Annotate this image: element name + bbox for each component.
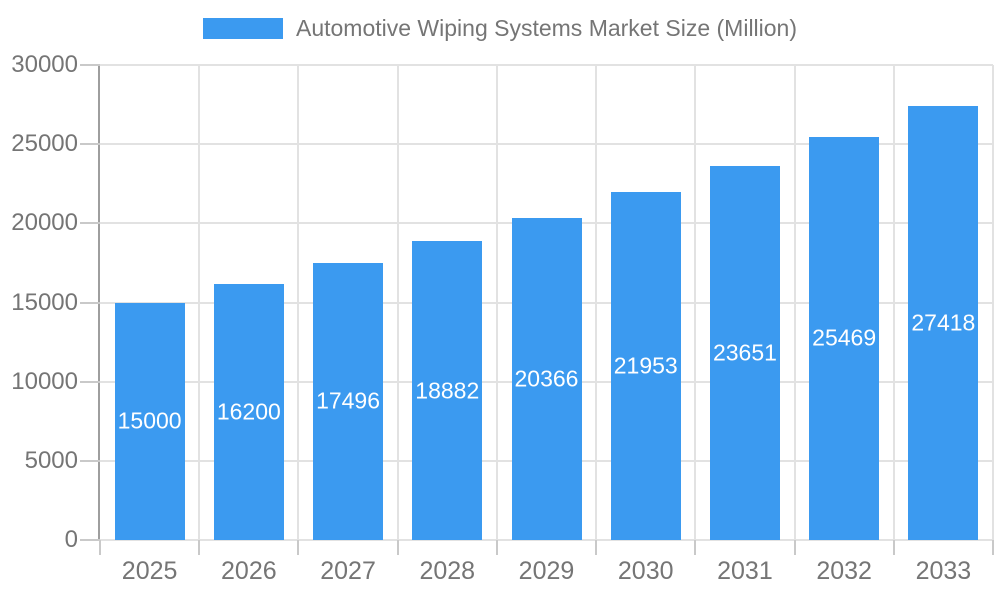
v-gridline	[992, 65, 994, 540]
x-axis-tick	[992, 540, 994, 555]
bar-value-label: 18882	[415, 377, 480, 404]
y-axis-tick	[80, 301, 100, 304]
bar-value-label: 27418	[911, 309, 976, 336]
bar-value-label: 25469	[812, 324, 877, 351]
chart-legend[interactable]: Automotive Wiping Systems Market Size (M…	[0, 14, 1000, 42]
y-axis-tick	[80, 143, 100, 146]
x-axis-label: 2029	[518, 557, 575, 585]
legend-swatch	[202, 17, 283, 39]
bar-2032[interactable]: 25469	[809, 136, 880, 540]
x-axis-label: 2030	[617, 557, 674, 585]
x-axis-tick	[495, 540, 498, 555]
x-axis-tick	[297, 540, 300, 555]
y-axis-tick	[80, 380, 100, 383]
y-axis-label: 20000	[11, 209, 78, 237]
x-axis-label: 2027	[320, 557, 376, 585]
y-axis-label: 10000	[11, 367, 78, 395]
x-axis-label: 2026	[221, 557, 277, 585]
bar-value-label: 17496	[316, 387, 381, 414]
bar-2031[interactable]: 23651	[709, 165, 780, 540]
h-gridline	[100, 64, 993, 66]
x-axis-label: 2033	[915, 557, 972, 585]
bar-value-label: 23651	[712, 339, 777, 366]
v-gridline	[793, 65, 796, 540]
v-gridline	[495, 65, 498, 540]
y-axis-label: 25000	[11, 130, 78, 158]
y-axis-label: 15000	[11, 288, 78, 316]
x-axis-tick	[595, 540, 598, 555]
x-axis-tick	[396, 540, 399, 555]
y-axis-tick	[80, 539, 100, 541]
x-axis-label: 2032	[816, 557, 872, 585]
bar-value-label: 20366	[514, 365, 579, 392]
bar-2026[interactable]: 16200	[213, 283, 284, 540]
bar-2028[interactable]: 18882	[412, 241, 483, 540]
bar-value-label: 15000	[117, 407, 182, 434]
y-axis-tick	[80, 64, 100, 66]
x-axis-tick	[694, 540, 697, 555]
v-gridline	[198, 65, 201, 540]
plot-area: 15000 16200 17496 18882 20366 21953 23651 25469…	[100, 64, 994, 541]
x-axis-tick	[99, 540, 101, 555]
y-axis-label: 30000	[11, 51, 78, 78]
bar-2029[interactable]: 20366	[511, 217, 582, 540]
bar-2025[interactable]: 15000	[114, 302, 185, 540]
y-axis-label: 0	[64, 526, 78, 553]
x-axis-tick	[793, 540, 796, 555]
v-gridline	[694, 65, 697, 540]
x-axis-tick	[892, 540, 895, 555]
y-axis-tick	[80, 222, 100, 225]
v-gridline	[595, 65, 598, 540]
y-axis-tick	[80, 459, 100, 462]
v-gridline	[297, 65, 300, 540]
h-gridline	[100, 539, 993, 541]
v-gridline	[396, 65, 399, 540]
h-gridline	[100, 143, 993, 146]
bar-value-label: 21953	[613, 352, 678, 379]
bar-2030[interactable]: 21953	[610, 192, 681, 540]
bar-2033[interactable]: 27418	[908, 105, 979, 540]
y-axis-label: 5000	[24, 446, 78, 474]
x-axis-label: 2028	[419, 557, 476, 585]
bar-2027[interactable]: 17496	[313, 262, 384, 540]
bar-value-label: 16200	[216, 398, 281, 425]
v-gridline	[892, 65, 895, 540]
chart-title: Automotive Wiping Systems Market Size (M…	[295, 15, 798, 41]
x-axis-label: 2031	[717, 557, 773, 585]
x-axis-tick	[198, 540, 201, 555]
x-axis-label: 2025	[121, 557, 178, 585]
